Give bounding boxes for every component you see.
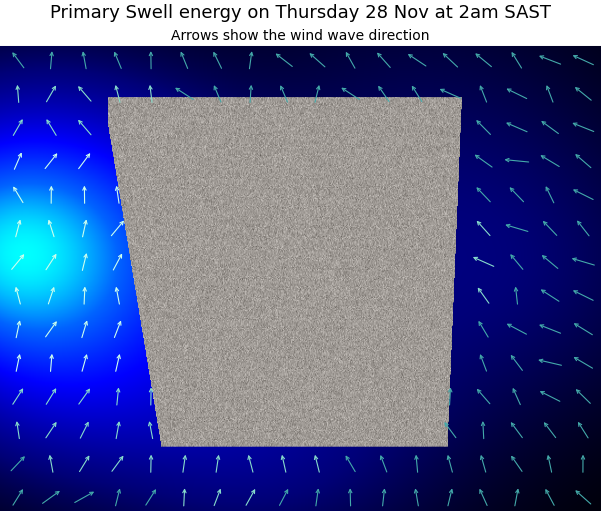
Text: Arrows show the wind wave direction: Arrows show the wind wave direction xyxy=(171,29,430,43)
Text: Primary Swell energy on Thursday 28 Nov at 2am SAST: Primary Swell energy on Thursday 28 Nov … xyxy=(50,4,551,22)
